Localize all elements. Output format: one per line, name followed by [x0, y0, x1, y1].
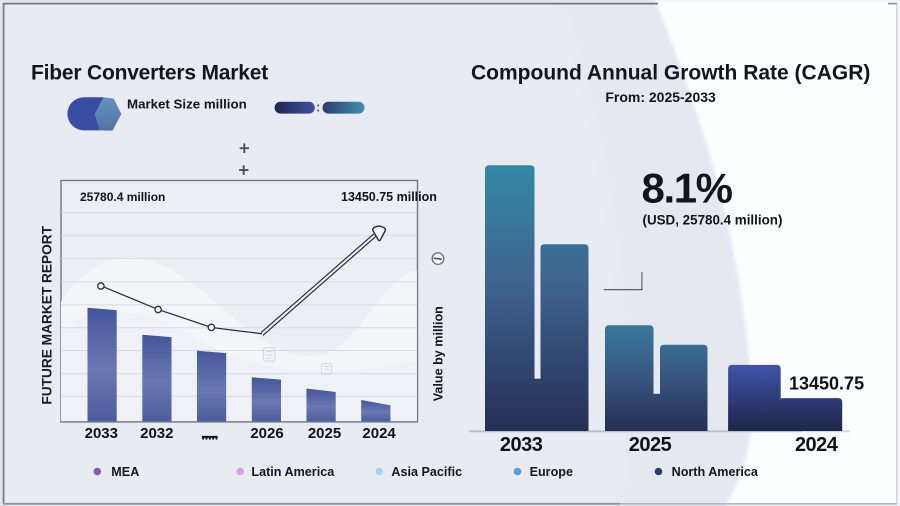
svg-text:Asia Pacific: Asia Pacific [391, 465, 462, 479]
svg-text:13450.75 million: 13450.75 million [341, 190, 437, 204]
svg-text:2033: 2033 [500, 434, 543, 456]
svg-text:Market Size million: Market Size million [127, 97, 247, 112]
svg-text:North America: North America [672, 465, 759, 479]
svg-text:2024: 2024 [795, 434, 839, 456]
svg-text:2024: 2024 [362, 425, 396, 442]
svg-text:2025: 2025 [629, 434, 672, 456]
svg-text:2026: 2026 [250, 425, 283, 442]
svg-text:Compound Annual Growth Rate (C: Compound Annual Growth Rate (CAGR) [471, 61, 870, 84]
svg-text:FUTURE MARKET REPORT: FUTURE MARKET REPORT [40, 225, 55, 404]
svg-text:Europe: Europe [530, 465, 573, 479]
svg-text:(USD, 25780.4 million): (USD, 25780.4 million) [643, 213, 783, 228]
svg-text:25780.4 million: 25780.4 million [80, 190, 165, 204]
svg-text:2032: 2032 [140, 425, 173, 442]
svg-text:13450.75: 13450.75 [789, 374, 864, 394]
svg-text:2025: 2025 [308, 425, 341, 442]
svg-text:2033: 2033 [85, 425, 118, 442]
svg-text:From: 2025-2033: From: 2025-2033 [605, 89, 716, 105]
svg-text:MEA: MEA [111, 465, 139, 479]
svg-text:Value by million: Value by million [432, 306, 446, 401]
svg-text:Latin America: Latin America [251, 465, 335, 479]
svg-text:8.1%: 8.1% [642, 165, 733, 212]
svg-text:Fiber Converters Market: Fiber Converters Market [31, 62, 268, 85]
